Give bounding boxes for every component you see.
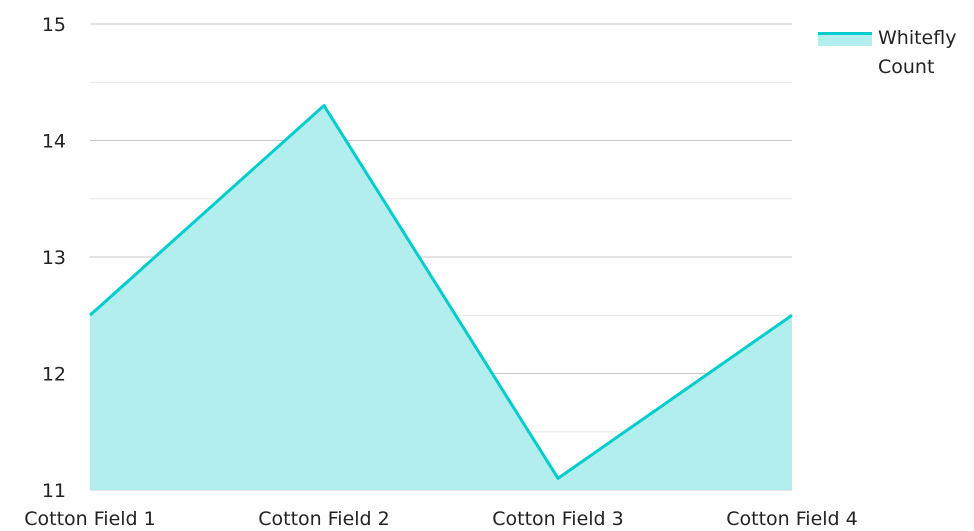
series-line-whitefly-count <box>88 104 793 480</box>
y-tick-label: 14 <box>42 131 66 153</box>
series-area-whitefly-count <box>90 105 792 491</box>
x-axis-tick-labels: Cotton Field 1 Cotton Field 2 Cotton Field… <box>24 508 857 530</box>
y-tick-label: 15 <box>42 14 66 36</box>
y-tick-label: 13 <box>42 247 66 269</box>
x-tick-label: Cotton Field 2 <box>258 508 389 530</box>
x-tick-label: Cotton Field 1 <box>24 508 155 530</box>
legend: Whitefly Count <box>818 24 974 82</box>
x-tick-label: Cotton Field 4 <box>726 508 857 530</box>
y-axis-tick-labels: 11 12 13 14 15 <box>42 14 66 502</box>
legend-swatch-whitefly-count <box>818 32 872 46</box>
x-tick-label: Cotton Field 3 <box>492 508 623 530</box>
legend-label-whitefly-count: Whitefly Count <box>878 27 957 78</box>
y-tick-label: 12 <box>42 364 66 386</box>
y-tick-label: 11 <box>42 480 66 502</box>
